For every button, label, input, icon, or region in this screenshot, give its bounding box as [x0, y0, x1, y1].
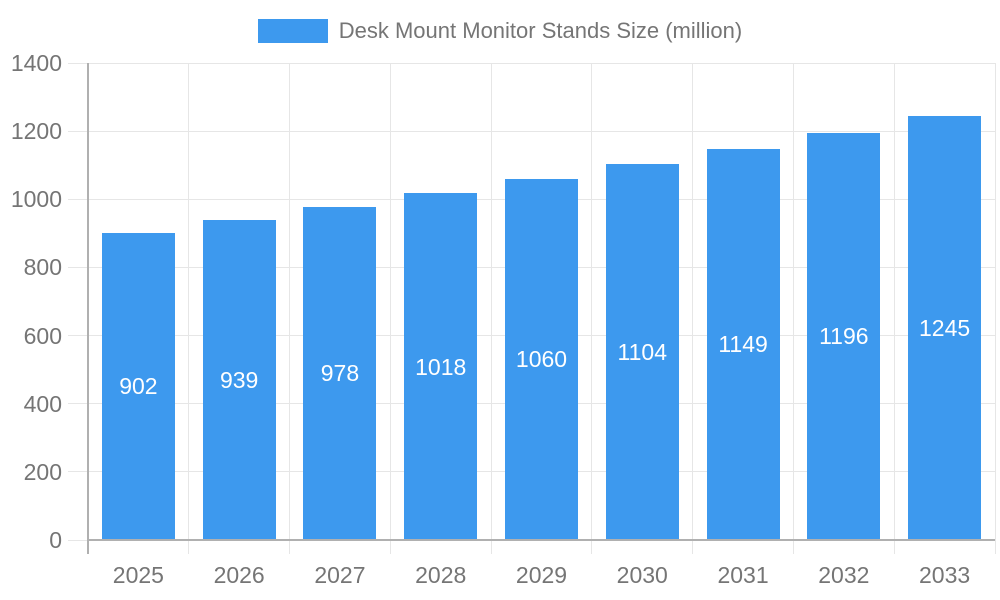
bar-2029[interactable]: 1060	[505, 178, 578, 540]
y-tick-label: 0	[49, 527, 62, 553]
y-tick-mark	[68, 266, 88, 268]
bar-2028[interactable]: 1018	[404, 193, 478, 540]
bar-2025[interactable]: 902	[101, 232, 175, 540]
x-tick-label: 2029	[515, 562, 568, 588]
bar-value-label: 902	[119, 373, 158, 400]
x-axis-line	[88, 539, 995, 541]
x-gridline	[289, 63, 291, 554]
x-tick-label: 2027	[314, 562, 366, 588]
y-tick-mark	[68, 62, 88, 64]
bar-2027[interactable]: 978	[303, 206, 377, 540]
x-gridline	[994, 63, 996, 554]
y-tick-label: 400	[23, 390, 62, 417]
y-tick-mark	[68, 335, 88, 337]
y-tick-label: 800	[23, 254, 62, 281]
y-tick-mark	[68, 403, 88, 405]
x-gridline	[490, 63, 492, 554]
x-gridline	[692, 63, 694, 554]
x-gridline	[591, 63, 593, 554]
y-tick-mark	[68, 539, 88, 541]
y-tick-label: 1400	[10, 50, 62, 76]
y-axis-line	[87, 63, 89, 554]
y-tick-label: 200	[23, 458, 62, 485]
x-gridline	[893, 63, 895, 554]
bar-value-label: 1060	[515, 346, 568, 373]
legend: Desk Mount Monitor Stands Size (million)	[0, 19, 1000, 43]
y-gridline	[88, 130, 995, 132]
x-gridline	[188, 63, 190, 554]
legend-swatch	[257, 19, 328, 43]
bar-value-label: 1104	[617, 338, 667, 365]
x-tick-label: 2026	[213, 562, 265, 588]
bar-2030[interactable]: 1104	[605, 163, 679, 540]
x-gridline	[792, 63, 794, 554]
y-gridline	[88, 62, 995, 64]
y-tick-label: 600	[23, 322, 62, 349]
y-tick-mark	[68, 130, 88, 132]
bar-2032[interactable]: 1196	[807, 132, 881, 540]
bar-value-label: 1018	[415, 353, 467, 380]
x-tick-label: 2032	[818, 562, 870, 588]
y-tick-label: 1200	[10, 118, 62, 145]
legend-item[interactable]: Desk Mount Monitor Stands Size (million)	[257, 18, 743, 43]
x-tick-label: 2028	[415, 562, 467, 588]
bar-value-label: 1196	[819, 323, 869, 350]
bar-2033[interactable]: 1245	[908, 115, 982, 540]
x-tick-label: 2030	[616, 562, 668, 588]
bar-value-label: 939	[219, 367, 259, 394]
legend-label: Desk Mount Monitor Stands Size (million)	[338, 18, 743, 43]
x-tick-label: 2025	[112, 562, 164, 588]
x-tick-label: 2033	[919, 562, 971, 588]
bar-2031[interactable]: 1149	[706, 148, 780, 540]
bar-value-label: 978	[320, 360, 360, 387]
bar-value-label: 1245	[919, 314, 971, 341]
y-tick-mark	[68, 198, 88, 200]
bar-2026[interactable]: 939	[202, 220, 276, 540]
bar-value-label: 1149	[718, 331, 768, 358]
y-tick-label: 1000	[10, 186, 62, 213]
y-tick-mark	[68, 471, 88, 473]
x-tick-label: 2031	[717, 562, 769, 588]
x-gridline	[389, 63, 391, 554]
